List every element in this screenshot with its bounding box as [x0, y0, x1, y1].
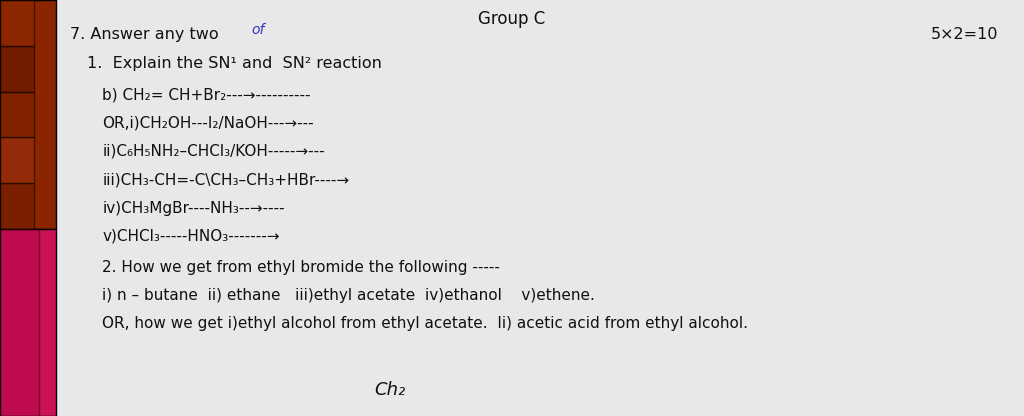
Text: OR,i)CH₂OH---I₂/NaOH---→---: OR,i)CH₂OH---I₂/NaOH---→---	[102, 116, 314, 131]
FancyBboxPatch shape	[0, 0, 56, 229]
Text: 5×2=10: 5×2=10	[931, 27, 998, 42]
Text: iv)CH₃MgBr----NH₃--→----: iv)CH₃MgBr----NH₃--→----	[102, 201, 285, 215]
Text: 2. How we get from ethyl bromide the following -----: 2. How we get from ethyl bromide the fol…	[102, 260, 501, 275]
Text: 7. Answer any two: 7. Answer any two	[70, 27, 218, 42]
FancyBboxPatch shape	[0, 229, 39, 416]
Text: of: of	[251, 23, 264, 37]
FancyBboxPatch shape	[0, 137, 34, 183]
FancyBboxPatch shape	[0, 183, 34, 229]
Text: OR, how we get i)ethyl alcohol from ethyl acetate.  Ii) acetic acid from ethyl a: OR, how we get i)ethyl alcohol from ethy…	[102, 316, 749, 331]
Text: ii)C₆H₅NH₂–CHCl₃/KOH-----→---: ii)C₆H₅NH₂–CHCl₃/KOH-----→---	[102, 144, 325, 159]
Text: Group C: Group C	[478, 10, 546, 28]
Text: 1.  Explain the SN¹ and  SN² reaction: 1. Explain the SN¹ and SN² reaction	[87, 56, 382, 71]
Text: i) n – butane  ii) ethane   iii)ethyl acetate  iv)ethanol    v)ethene.: i) n – butane ii) ethane iii)ethyl aceta…	[102, 288, 595, 303]
FancyBboxPatch shape	[0, 46, 34, 92]
Text: b) CH₂= CH+Br₂---→----------: b) CH₂= CH+Br₂---→----------	[102, 87, 311, 102]
FancyBboxPatch shape	[0, 92, 34, 137]
Text: Ch₂: Ch₂	[374, 381, 406, 399]
FancyBboxPatch shape	[0, 229, 56, 416]
Text: v)CHCl₃-----HNO₃-------→: v)CHCl₃-----HNO₃-------→	[102, 229, 280, 244]
FancyBboxPatch shape	[0, 0, 34, 46]
Text: iii)CH₃-CH=-C\CH₃–CH₃+HBr----→: iii)CH₃-CH=-C\CH₃–CH₃+HBr----→	[102, 172, 349, 187]
